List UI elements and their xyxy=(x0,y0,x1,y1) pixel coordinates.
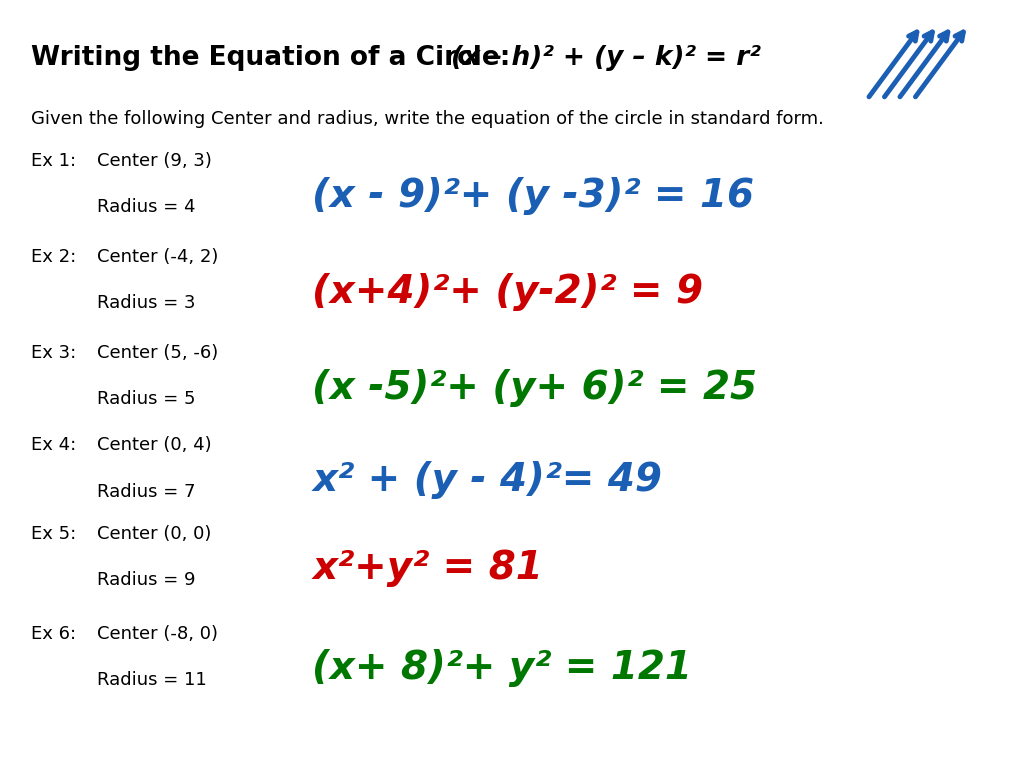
Text: Writing the Equation of a Circle:: Writing the Equation of a Circle: xyxy=(31,45,510,71)
Text: (x+ 8)²+ y² = 121: (x+ 8)²+ y² = 121 xyxy=(312,649,692,687)
Text: Given the following Center and radius, write the equation of the circle in stand: Given the following Center and radius, w… xyxy=(31,110,823,128)
Text: Center (5, -6): Center (5, -6) xyxy=(97,344,218,362)
Text: (x -5)²+ (y+ 6)² = 25: (x -5)²+ (y+ 6)² = 25 xyxy=(312,369,758,407)
Text: x²+y² = 81: x²+y² = 81 xyxy=(312,549,543,588)
Text: Ex 6:: Ex 6: xyxy=(31,624,76,643)
Text: Radius = 7: Radius = 7 xyxy=(97,482,196,501)
Text: Ex 3:: Ex 3: xyxy=(31,344,76,362)
Text: Ex 4:: Ex 4: xyxy=(31,436,76,455)
Text: Ex 1:: Ex 1: xyxy=(31,152,76,170)
Text: Radius = 4: Radius = 4 xyxy=(97,198,196,217)
Text: (x+4)²+ (y-2)² = 9: (x+4)²+ (y-2)² = 9 xyxy=(312,273,703,311)
Text: Center (-8, 0): Center (-8, 0) xyxy=(97,624,218,643)
Text: Center (9, 3): Center (9, 3) xyxy=(97,152,212,170)
Text: Radius = 5: Radius = 5 xyxy=(97,390,196,409)
Text: Center (-4, 2): Center (-4, 2) xyxy=(97,248,219,266)
Text: (x – h)² + (y – k)² = r²: (x – h)² + (y – k)² = r² xyxy=(451,45,760,71)
Text: Radius = 3: Radius = 3 xyxy=(97,294,196,313)
Text: Ex 5:: Ex 5: xyxy=(31,525,76,543)
Text: x² + (y - 4)²= 49: x² + (y - 4)²= 49 xyxy=(312,461,663,499)
Text: Center (0, 4): Center (0, 4) xyxy=(97,436,212,455)
Text: Ex 2:: Ex 2: xyxy=(31,248,76,266)
Text: Radius = 11: Radius = 11 xyxy=(97,670,207,689)
Text: Radius = 9: Radius = 9 xyxy=(97,571,196,589)
Text: (x - 9)²+ (y -3)² = 16: (x - 9)²+ (y -3)² = 16 xyxy=(312,177,755,215)
Text: Center (0, 0): Center (0, 0) xyxy=(97,525,212,543)
